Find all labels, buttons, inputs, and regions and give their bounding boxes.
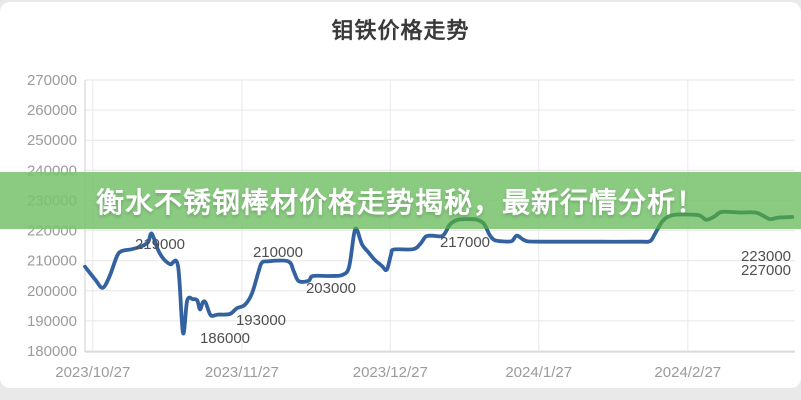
headline-banner: 衡水不锈钢棒材价格走势揭秘，最新行情分析！ bbox=[0, 172, 801, 229]
headline-text: 衡水不锈钢棒材价格走势揭秘，最新行情分析！ bbox=[95, 186, 705, 218]
data-point-label: 223000 bbox=[741, 248, 791, 265]
data-point-label: 193000 bbox=[236, 312, 286, 329]
y-axis-tick-label: 180000 bbox=[27, 343, 77, 360]
data-point-label: 186000 bbox=[200, 330, 250, 347]
data-point-label: 227000 bbox=[741, 262, 791, 279]
x-axis-tick-label: 2024/1/27 bbox=[505, 364, 572, 381]
y-axis-tick-label: 260000 bbox=[27, 102, 77, 119]
y-axis-tick-label: 250000 bbox=[27, 132, 77, 149]
y-axis-tick-label: 200000 bbox=[27, 283, 77, 300]
price-line bbox=[83, 209, 795, 336]
x-axis-tick-label: 2024/2/27 bbox=[654, 364, 721, 381]
data-point-label: 203000 bbox=[306, 280, 356, 297]
x-axis-tick-label: 2023/10/27 bbox=[55, 364, 130, 381]
data-point-label: 217000 bbox=[440, 234, 490, 251]
y-axis-tick-label: 190000 bbox=[27, 313, 77, 330]
x-axis-tick-label: 2023/12/27 bbox=[353, 364, 428, 381]
chart-title: 钼铁价格走势 bbox=[331, 18, 470, 43]
y-axis-tick-label: 210000 bbox=[27, 253, 77, 270]
data-point-label: 219000 bbox=[135, 236, 185, 253]
y-axis-tick-label: 270000 bbox=[27, 72, 77, 89]
data-point-label: 210000 bbox=[253, 244, 303, 261]
x-axis-tick-label: 2023/11/27 bbox=[205, 364, 279, 381]
